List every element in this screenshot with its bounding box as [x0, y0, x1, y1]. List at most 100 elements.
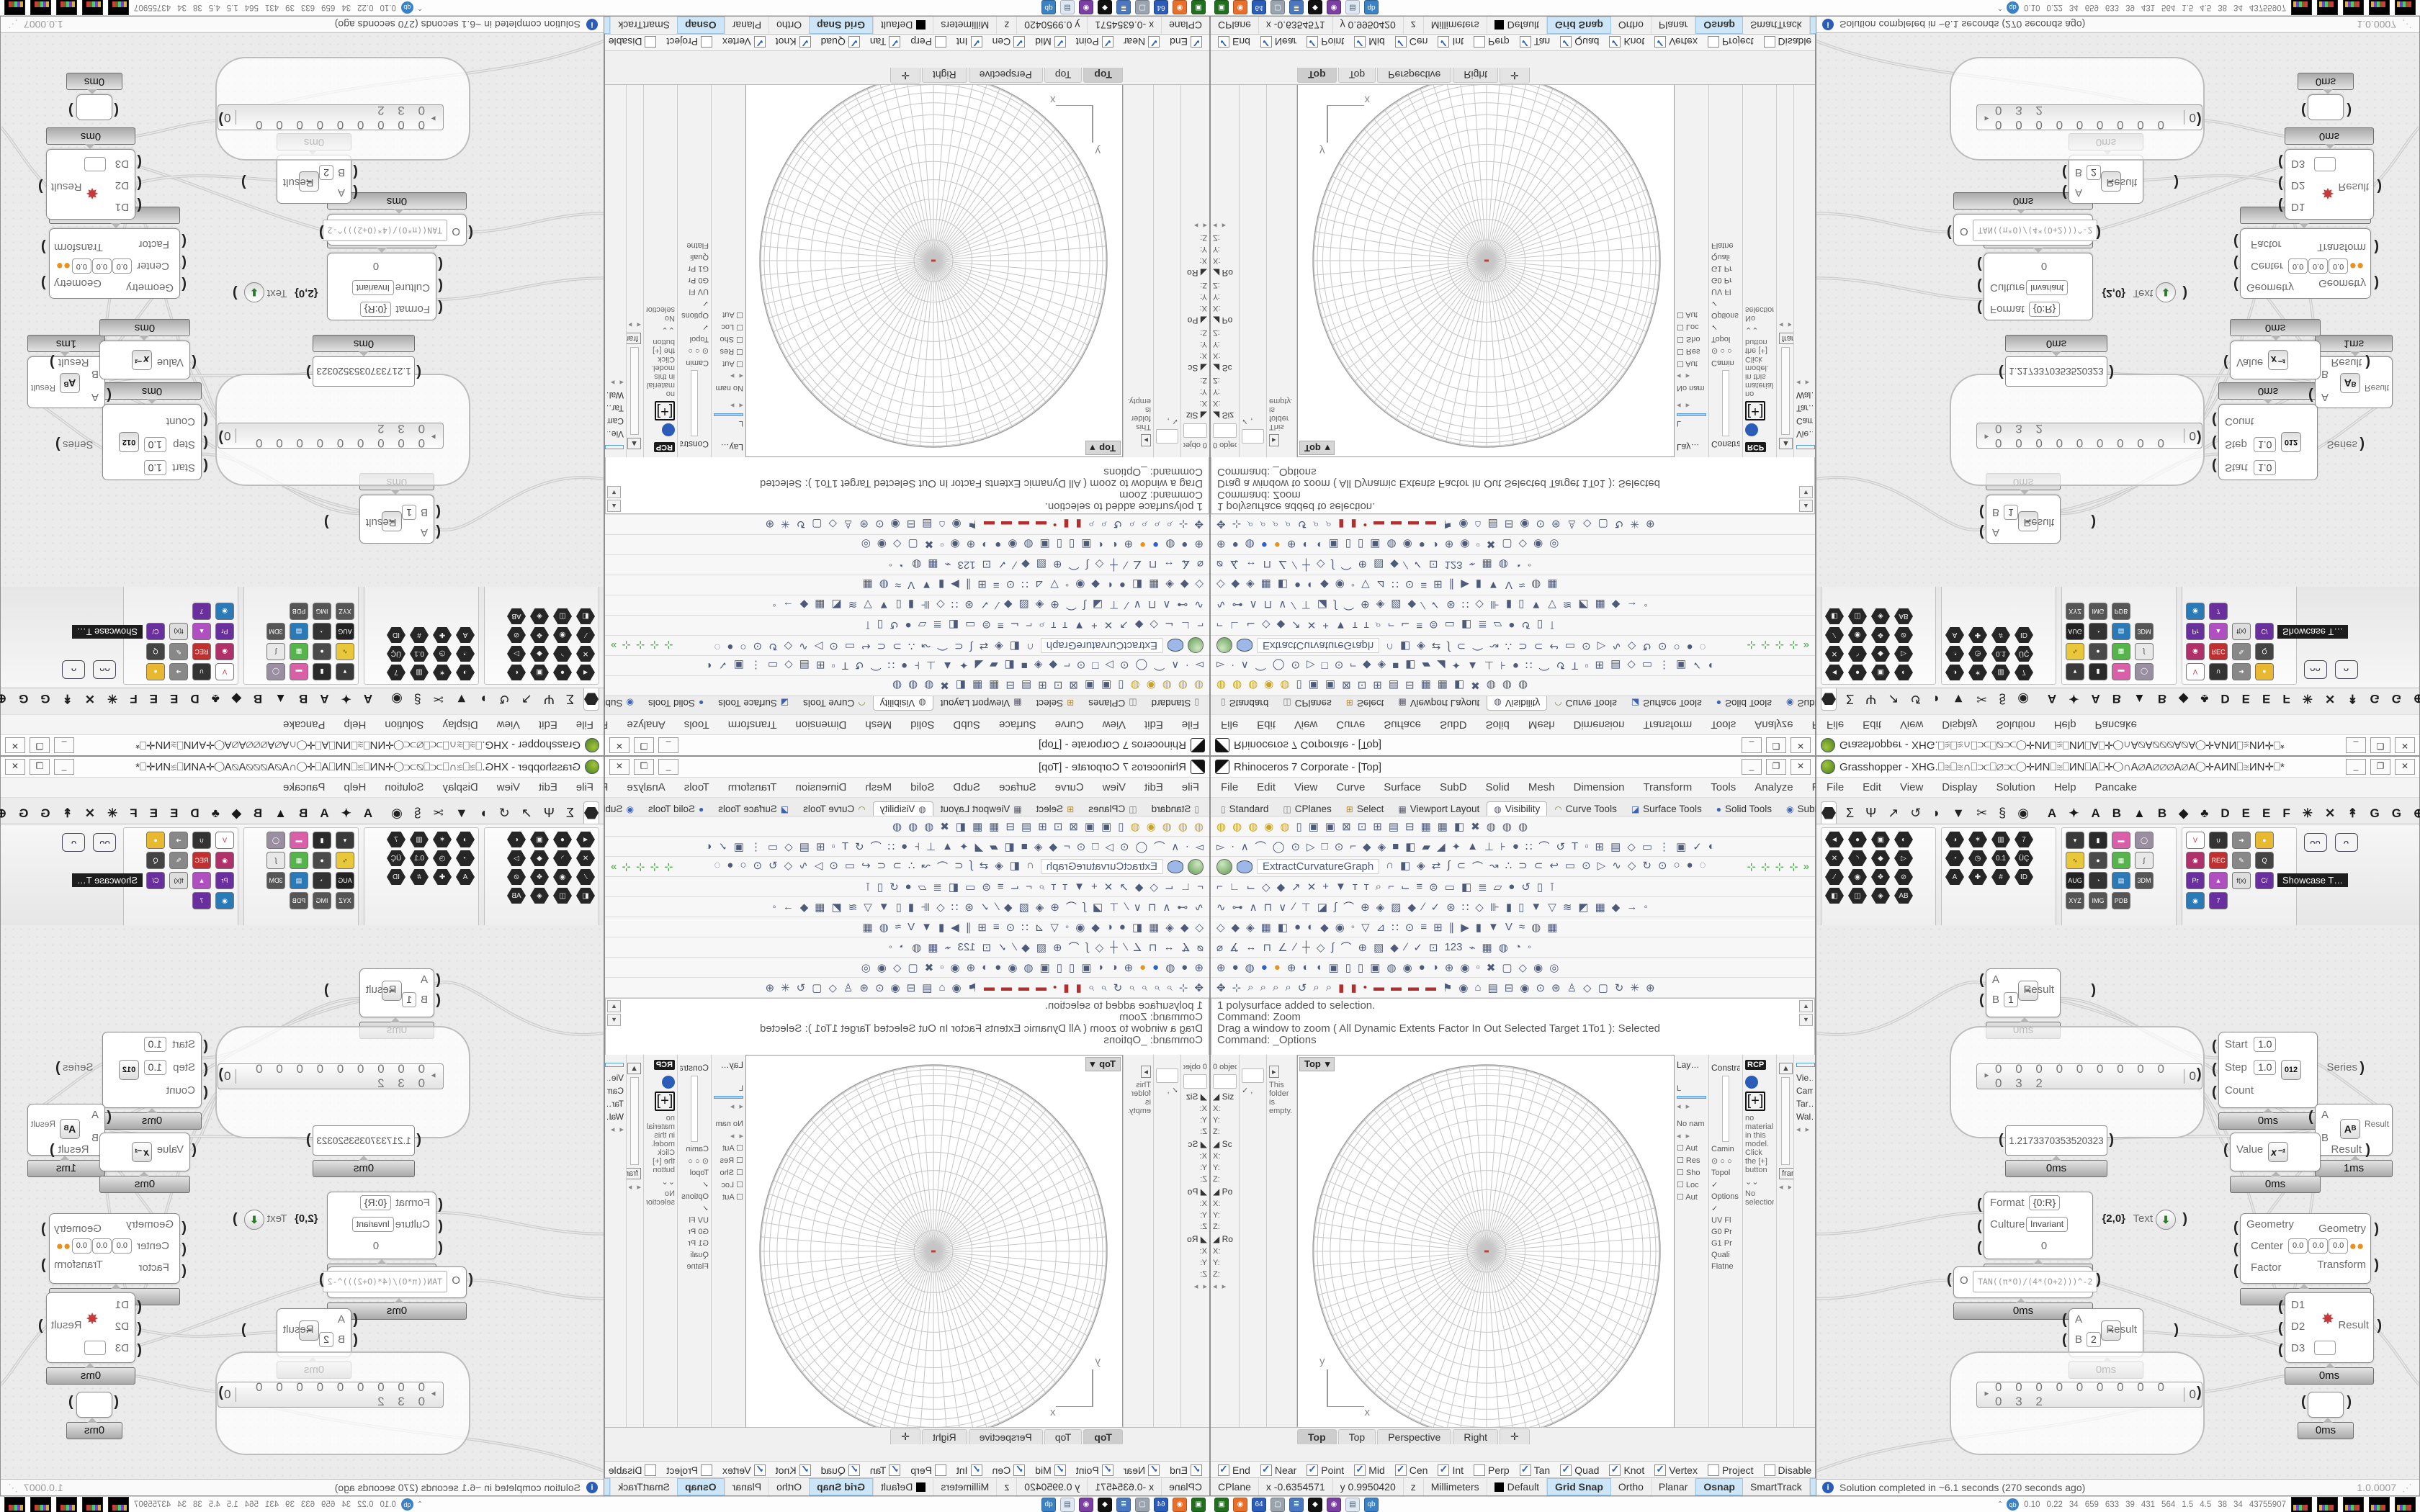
toolbar-icon[interactable]: ◍ [1518, 820, 1528, 833]
plugin-tab[interactable]: G [40, 692, 50, 706]
toolbar-icon[interactable]: ▬ [1018, 981, 1030, 994]
component-icon[interactable]: IMG [313, 603, 331, 620]
osnap-toggle[interactable]: Quad [1560, 36, 1599, 48]
component-icon[interactable]: C/ [2255, 872, 2274, 889]
menu-item[interactable]: Curve [1054, 781, 1084, 793]
osnap-toggle[interactable]: Cen [1394, 36, 1428, 48]
toolbar-icon[interactable]: ∷ [1525, 840, 1533, 853]
toolbar-icon[interactable]: ▽ [1548, 901, 1556, 914]
panel-item[interactable]: ⌄⌄ [661, 1178, 675, 1187]
osnap-toggle[interactable]: Quad [821, 1464, 860, 1476]
menu-item[interactable]: Dimension [1573, 719, 1625, 731]
panel-item[interactable]: ⊙ ○ ○ [1711, 346, 1732, 355]
cplane-icon[interactable]: » [1803, 860, 1809, 873]
osnap-toggle[interactable]: Int [956, 1464, 982, 1476]
plugin-tab[interactable]: ✳ [2302, 692, 2313, 706]
status-item[interactable]: SmartTrack [1743, 1478, 1810, 1495]
toolbar-icon[interactable]: ▶ [951, 578, 959, 591]
toolbar-icon[interactable]: ▤ [1487, 518, 1498, 531]
gh-node-expression[interactable]: ( O TAN((π*O)/(4*(O+2)))^-2 ) [1947, 214, 2101, 246]
component-tab-icon[interactable]: Ψ [543, 806, 555, 820]
toolbar-icon[interactable]: ◆ [1363, 659, 1371, 672]
taskbar-app-icon[interactable]: ◉ [1327, 0, 1341, 15]
toolbar-icon[interactable]: ◆ [1003, 901, 1013, 914]
toolbar-tab[interactable]: ▦ Viewport Layout [933, 801, 1029, 816]
gh-node-subtraction[interactable]: (( A B 2 − Result ) [2062, 155, 2179, 204]
component-icon[interactable]: ✚ [1968, 869, 1987, 885]
osnap-toggle[interactable]: Perp [910, 1464, 946, 1476]
toolbar-tab[interactable]: ⊞ Select [1339, 696, 1392, 711]
component-icon[interactable]: ❖ [1871, 627, 1890, 643]
toolbar-tab[interactable]: ⊞ Select [1339, 801, 1392, 816]
panel-item[interactable] [1796, 445, 1815, 449]
toolbar-icon[interactable]: ⌒ [1472, 861, 1484, 873]
menu-item[interactable]: View [1900, 781, 1924, 793]
command-scroll-up[interactable]: ▲ [1799, 500, 1813, 512]
toolbar-icon[interactable]: ⊞ [977, 921, 987, 934]
component-icon[interactable]: ◧ [576, 888, 595, 904]
toolbar-icon[interactable]: ▯ [1296, 679, 1302, 692]
toolbar-tab[interactable]: ⊞ Select [1029, 801, 1082, 816]
toolbar-icon[interactable]: ◍ [1130, 820, 1140, 833]
component-icon[interactable]: AB [507, 608, 526, 624]
osnap-toggle[interactable]: Quad [821, 36, 860, 48]
menu-item[interactable]: Curve [1336, 781, 1366, 793]
panel-item[interactable]: ▲ [627, 1063, 641, 1074]
osnap-toggle[interactable]: Vertex [722, 36, 766, 48]
maximize-button[interactable]: ❐ [634, 737, 654, 753]
panel-item[interactable]: ☐ Loc [721, 1181, 743, 1189]
toolbar-icon[interactable]: ⊞ [1433, 921, 1443, 934]
panel-item[interactable]: Vie… [607, 1073, 624, 1083]
toolbar-icon[interactable]: ⊛ [1551, 981, 1561, 994]
toolbar-icon[interactable]: ∕ [995, 599, 998, 611]
plugin-tab[interactable]: G [19, 692, 29, 706]
toolbar-icon[interactable]: ◦ [1350, 579, 1355, 591]
toolbar-icon[interactable]: ◇ [1475, 598, 1484, 611]
component-icon[interactable]: ∫ [266, 643, 285, 660]
component-icon[interactable]: ◉ [215, 603, 234, 620]
toolbar-icon[interactable]: ◈ [1376, 901, 1385, 914]
component-icon[interactable]: Q [146, 643, 165, 660]
minimize-button[interactable]: _ [1742, 759, 1762, 775]
component-icon[interactable]: ▲ [2209, 623, 2228, 640]
panel-item[interactable]: Z: [1200, 1270, 1207, 1279]
panel-item[interactable]: Cam… [1796, 1086, 1813, 1096]
toolbar-icon[interactable]: + [1090, 881, 1098, 893]
toolbar-icon[interactable]: ⊟ [1005, 820, 1015, 833]
toolbar-icon[interactable]: ∿ [1216, 901, 1226, 914]
toolbar-icon[interactable]: ◆ [799, 901, 809, 914]
osnap-toggle[interactable]: Disable [609, 36, 657, 48]
toolbar-icon[interactable]: ◖ [1315, 961, 1322, 973]
chevron-up-icon[interactable]: ˆ [418, 1499, 421, 1510]
toolbar-icon[interactable]: ◉ [890, 518, 900, 531]
panel-item[interactable]: Tar… [607, 403, 624, 413]
toolbar-icon[interactable]: ▷ [1307, 659, 1315, 672]
component-icon[interactable]: REC [192, 852, 211, 869]
toolbar-icon[interactable]: ◈ [1246, 578, 1255, 591]
component-icon[interactable]: ● [553, 832, 572, 847]
component-tab-icon[interactable]: ◗ [479, 806, 488, 820]
toolbar-icon[interactable]: ◍ [892, 820, 902, 833]
gh-node-merge[interactable]: ((( D1 D2 D3 ✸ Result ) [2278, 1292, 2382, 1363]
toolbar-icon[interactable]: ⊠ [1069, 679, 1078, 692]
toolbar-icon[interactable]: ⌁ [1469, 941, 1476, 954]
osnap-toggle[interactable]: Near [1260, 36, 1296, 48]
component-icon[interactable]: ◔ [313, 623, 331, 640]
toolbar-tab[interactable]: ◪ Surface Tools [711, 696, 796, 711]
toolbar-icon[interactable]: ◈ [1376, 598, 1385, 611]
toolbar-icon[interactable]: ⋮ [1659, 840, 1670, 853]
plugin-tab[interactable]: B [253, 806, 263, 820]
toolbar-icon[interactable]: ● [1260, 539, 1268, 551]
toolbar-icon[interactable]: ◖ [1098, 961, 1105, 973]
toolbar-icon[interactable]: ⊞ [1373, 679, 1382, 692]
toolbar-icon[interactable]: ↔ [1163, 559, 1175, 571]
viewport-label[interactable]: Top ▾ [1085, 441, 1121, 455]
toolbar-icon[interactable]: ∷ [1021, 578, 1028, 591]
component-icon[interactable]: ● [146, 832, 165, 849]
plugin-tab[interactable]: ▲ [2133, 692, 2146, 706]
rhino-titlebar[interactable]: Rhinoceros 7 Corporate - [Top] _ ❐ ✕ [1211, 734, 1815, 755]
toolbar-icon[interactable]: ⊕ [966, 961, 976, 974]
toolbar-icon[interactable]: ▧ [1373, 558, 1384, 571]
panel-item[interactable]: Y: [1213, 245, 1220, 253]
toolbar-icon[interactable]: ◆ [1276, 618, 1286, 631]
